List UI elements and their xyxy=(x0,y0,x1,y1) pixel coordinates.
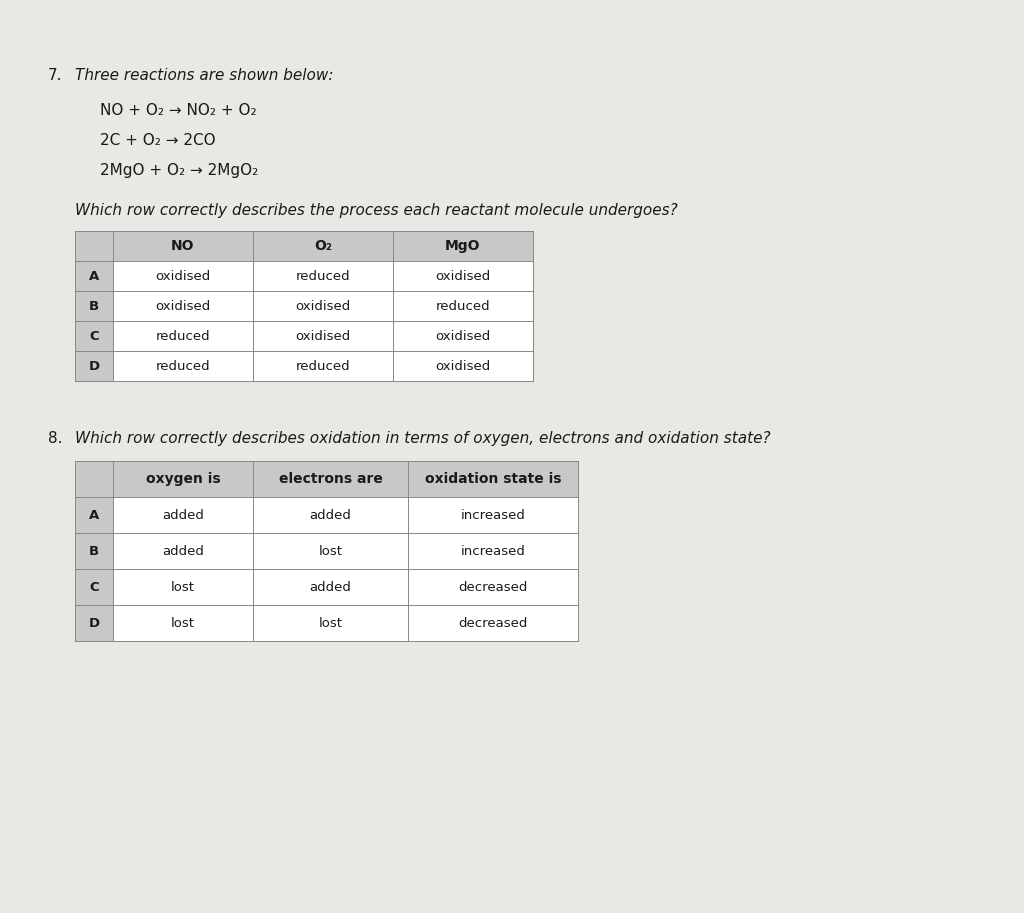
Bar xyxy=(75,261,113,291)
Text: decreased: decreased xyxy=(459,581,527,593)
Text: A: A xyxy=(89,509,99,521)
Bar xyxy=(75,461,578,641)
Bar xyxy=(75,231,534,381)
Text: oxidised: oxidised xyxy=(435,360,490,373)
Text: oxidation state is: oxidation state is xyxy=(425,472,561,486)
Bar xyxy=(75,321,113,351)
Text: reduced: reduced xyxy=(156,360,210,373)
Text: decreased: decreased xyxy=(459,616,527,629)
Text: MgO: MgO xyxy=(445,239,480,253)
Text: NO: NO xyxy=(171,239,195,253)
Text: NO + O₂ → NO₂ + O₂: NO + O₂ → NO₂ + O₂ xyxy=(100,103,257,118)
Text: O₂: O₂ xyxy=(314,239,332,253)
Bar xyxy=(75,351,113,381)
Bar xyxy=(75,231,534,261)
Text: reduced: reduced xyxy=(156,330,210,342)
Text: Three reactions are shown below:: Three reactions are shown below: xyxy=(75,68,334,83)
Text: D: D xyxy=(88,360,99,373)
Text: added: added xyxy=(162,544,204,558)
Bar xyxy=(75,461,113,497)
Text: reduced: reduced xyxy=(435,299,490,312)
Text: 2MgO + O₂ → 2MgO₂: 2MgO + O₂ → 2MgO₂ xyxy=(100,163,258,178)
Text: 7.: 7. xyxy=(48,68,62,83)
Text: lost: lost xyxy=(318,616,342,629)
Text: oxidised: oxidised xyxy=(435,330,490,342)
Text: oxidised: oxidised xyxy=(156,269,211,282)
Text: 8.: 8. xyxy=(48,431,62,446)
Text: oxidised: oxidised xyxy=(295,299,350,312)
Text: lost: lost xyxy=(171,581,195,593)
Text: C: C xyxy=(89,330,98,342)
Text: 2C + O₂ → 2CO: 2C + O₂ → 2CO xyxy=(100,133,216,148)
Bar xyxy=(75,605,113,641)
Text: lost: lost xyxy=(318,544,342,558)
Text: C: C xyxy=(89,581,98,593)
Bar xyxy=(75,231,113,261)
Text: B: B xyxy=(89,299,99,312)
Bar xyxy=(75,533,113,569)
Bar xyxy=(75,497,113,533)
Text: increased: increased xyxy=(461,544,525,558)
Text: added: added xyxy=(309,509,351,521)
Text: lost: lost xyxy=(171,616,195,629)
Text: oxidised: oxidised xyxy=(435,269,490,282)
Text: Which row correctly describes oxidation in terms of oxygen, electrons and oxidat: Which row correctly describes oxidation … xyxy=(75,431,771,446)
Bar xyxy=(75,461,578,497)
Text: D: D xyxy=(88,616,99,629)
Text: added: added xyxy=(162,509,204,521)
Text: A: A xyxy=(89,269,99,282)
Text: reduced: reduced xyxy=(296,360,350,373)
Text: oxygen is: oxygen is xyxy=(145,472,220,486)
Text: oxidised: oxidised xyxy=(156,299,211,312)
Bar xyxy=(75,291,113,321)
Text: Which row correctly describes the process each reactant molecule undergoes?: Which row correctly describes the proces… xyxy=(75,203,678,218)
Text: electrons are: electrons are xyxy=(279,472,382,486)
Text: B: B xyxy=(89,544,99,558)
Text: reduced: reduced xyxy=(296,269,350,282)
Bar xyxy=(75,569,113,605)
Text: added: added xyxy=(309,581,351,593)
Text: increased: increased xyxy=(461,509,525,521)
Text: oxidised: oxidised xyxy=(295,330,350,342)
